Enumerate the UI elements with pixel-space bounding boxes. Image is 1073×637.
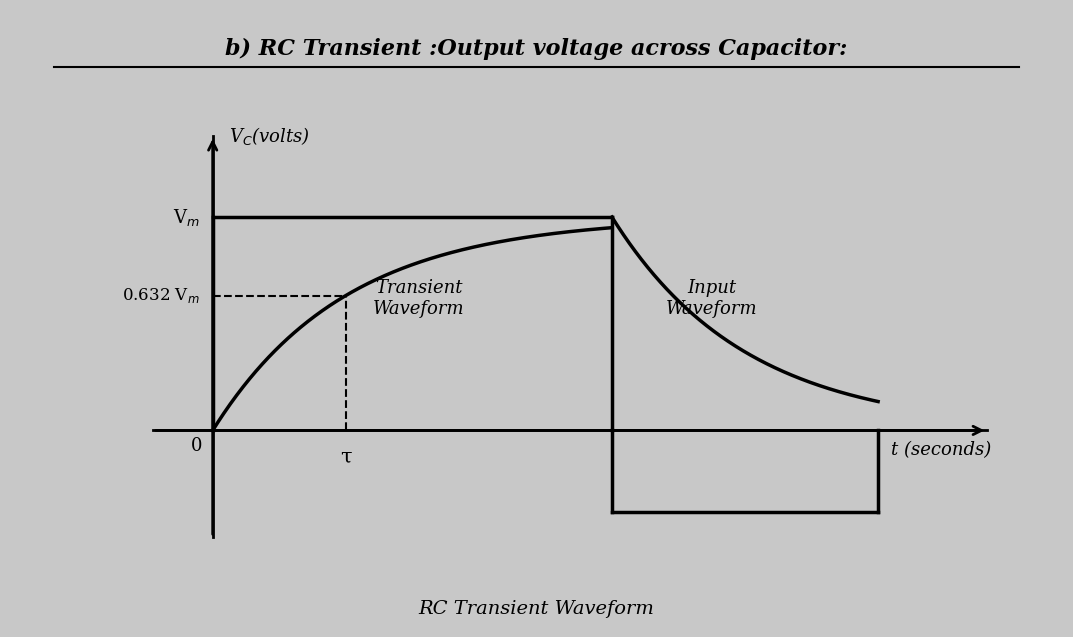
Text: 0.632 V$_m$: 0.632 V$_m$: [122, 286, 200, 305]
Text: b) RC Transient :Output voltage across Capacitor:: b) RC Transient :Output voltage across C…: [225, 38, 848, 61]
Text: V$_m$: V$_m$: [173, 206, 200, 227]
Text: V$_C$(volts): V$_C$(volts): [229, 125, 310, 147]
Text: Transient
Waveform: Transient Waveform: [373, 279, 465, 317]
Text: Input
Waveform: Input Waveform: [666, 279, 758, 317]
Text: 0: 0: [191, 437, 202, 455]
Text: τ: τ: [340, 448, 352, 466]
Text: t (seconds): t (seconds): [891, 441, 991, 459]
Text: RC Transient Waveform: RC Transient Waveform: [418, 600, 655, 618]
